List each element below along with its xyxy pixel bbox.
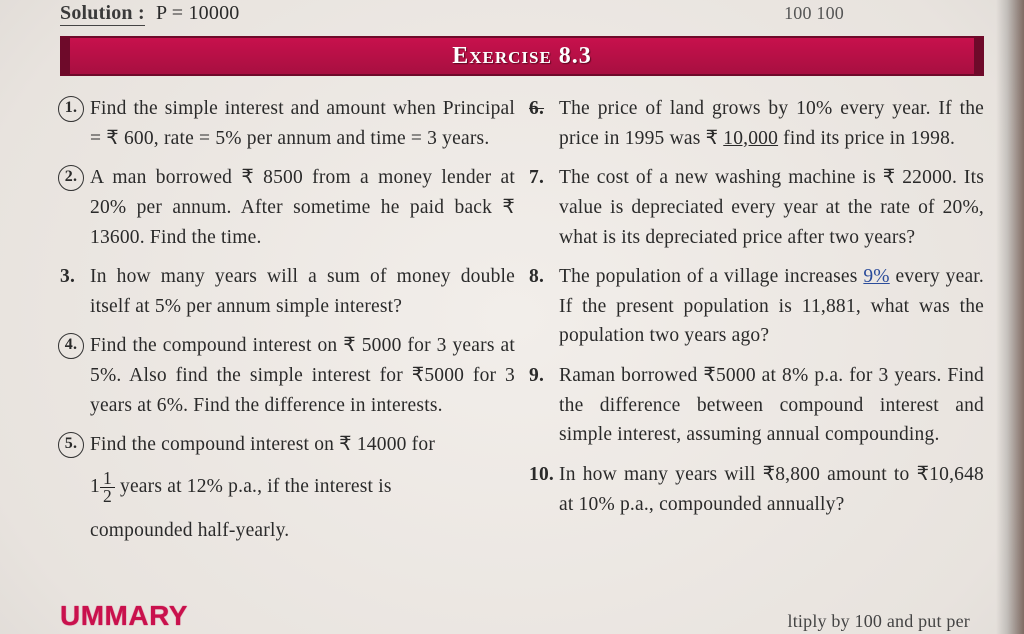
q6-number: 6. <box>529 94 544 124</box>
question-3: 3. In how many years will a sum of money… <box>60 262 515 321</box>
page-right-shadow <box>996 0 1024 634</box>
q5-text-a: Find the compound interest on ₹ 14000 fo… <box>90 434 435 455</box>
exercise-banner: Exercise 8.3 <box>60 36 984 76</box>
q4-text: Find the compound interest on ₹ 5000 for… <box>90 335 515 415</box>
question-columns: 1. Find the simple interest and amount w… <box>60 94 984 556</box>
q5-text-b: 112 years at 12% p.a., if the interest i… <box>90 476 392 497</box>
bottom-right-fragment: ltiply by 100 and put per <box>788 611 970 632</box>
bottom-row: UMMARY ltiply by 100 and put per <box>60 600 970 632</box>
q7-number: 7. <box>529 163 544 193</box>
q10-number: 10. <box>529 460 554 490</box>
question-8: 8. The population of a village increases… <box>529 262 984 351</box>
q6-text: The price of land grows by 10% every yea… <box>559 98 984 149</box>
question-7: 7. The cost of a new washing machine is … <box>529 163 984 252</box>
solution-label: Solution : <box>60 2 145 26</box>
q3-text: In how many years will a sum of money do… <box>90 266 515 317</box>
q9-number: 9. <box>529 361 544 391</box>
exercise-title: Exercise 8.3 <box>452 43 592 70</box>
question-4: 4. Find the compound interest on ₹ 5000 … <box>60 331 515 420</box>
summary-heading-fragment: UMMARY <box>60 600 188 632</box>
q2-number: 2. <box>58 165 84 191</box>
q1-number: 1. <box>58 96 84 122</box>
top-line: Solution : P = 10000 100 100 <box>60 0 984 26</box>
q1-text: Find the simple interest and amount when… <box>90 98 515 149</box>
left-column: 1. Find the simple interest and amount w… <box>60 94 515 556</box>
p-equation: P = 10000 <box>156 2 239 24</box>
question-5: 5. Find the compound interest on ₹ 14000… <box>60 430 515 545</box>
q5-number: 5. <box>58 432 84 458</box>
top-right-fragment: 100 100 <box>784 3 984 24</box>
q9-text: Raman borrowed ₹5000 at 8% p.a. for 3 ye… <box>559 365 984 445</box>
q8-number: 8. <box>529 262 544 292</box>
q10-text: In how many years will ₹8,800 amount to … <box>559 464 984 515</box>
question-1: 1. Find the simple interest and amount w… <box>60 94 515 153</box>
question-2: 2. A man borrowed ₹ 8500 from a money le… <box>60 163 515 252</box>
q5-text-c: compounded half-yearly. <box>90 520 289 541</box>
question-9: 9. Raman borrowed ₹5000 at 8% p.a. for 3… <box>529 361 984 450</box>
right-column: 6. The price of land grows by 10% every … <box>529 94 984 556</box>
q2-text: A man borrowed ₹ 8500 from a money lende… <box>90 167 515 247</box>
solution-heading: Solution : P = 10000 <box>60 2 239 26</box>
question-6: 6. The price of land grows by 10% every … <box>529 94 984 153</box>
q3-number: 3. <box>60 262 75 292</box>
question-10: 10. In how many years will ₹8,800 amount… <box>529 460 984 519</box>
q8-text: The population of a village increases 9%… <box>559 266 984 346</box>
q4-number: 4. <box>58 333 84 359</box>
q7-text: The cost of a new washing machine is ₹ 2… <box>559 167 984 247</box>
textbook-page: Solution : P = 10000 100 100 Exercise 8.… <box>0 0 1024 634</box>
